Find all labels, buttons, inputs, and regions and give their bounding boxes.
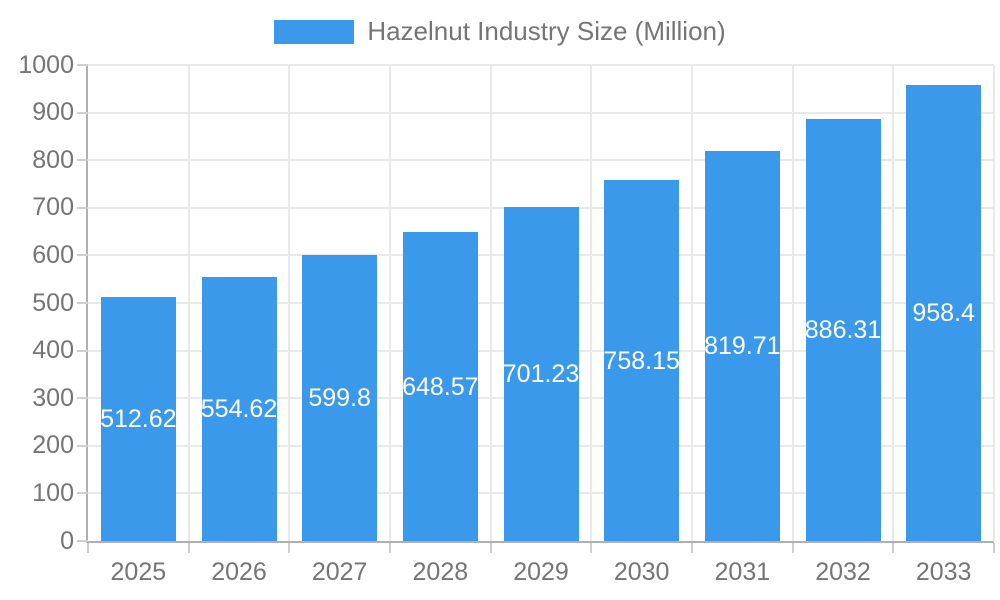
x-axis-label: 2030 <box>613 558 670 586</box>
x-tick-mark <box>590 543 593 553</box>
legend-label[interactable]: Hazelnut Industry Size (Million) <box>367 16 726 46</box>
x-tick-mark <box>691 543 693 553</box>
bar-2026[interactable] <box>201 277 277 541</box>
bar-2025[interactable] <box>100 296 176 541</box>
x-tick-mark <box>993 543 995 553</box>
x-axis-label: 2033 <box>915 558 972 586</box>
x-axis-label: 2031 <box>714 558 771 586</box>
y-axis-label: 200 <box>32 431 74 460</box>
y-axis-label: 300 <box>32 383 74 412</box>
y-axis-label: 500 <box>32 288 74 317</box>
y-gridline <box>88 64 994 66</box>
y-axis-label: 600 <box>32 240 74 269</box>
x-axis-line <box>86 541 994 543</box>
x-axis-label: 2028 <box>412 558 469 586</box>
y-axis-label: 700 <box>32 193 74 222</box>
x-gridline <box>892 65 895 541</box>
x-tick-mark <box>288 543 291 553</box>
bar-2031[interactable] <box>704 150 780 541</box>
y-tick-mark <box>77 254 88 257</box>
y-tick-mark <box>77 492 88 495</box>
x-gridline <box>489 65 492 541</box>
y-tick-mark <box>77 111 88 114</box>
y-axis-label: 800 <box>32 145 74 174</box>
x-tick-mark <box>489 543 492 553</box>
x-gridline <box>791 65 794 541</box>
y-axis-label: 1000 <box>18 50 74 79</box>
bar-2029[interactable] <box>503 207 579 541</box>
y-tick-mark <box>77 540 88 542</box>
y-axis-label: 900 <box>32 98 74 127</box>
bar-2032[interactable] <box>805 119 881 541</box>
bar-2030[interactable] <box>604 180 680 541</box>
x-axis-label: 2029 <box>513 558 569 586</box>
x-gridline <box>187 65 190 541</box>
x-tick-mark <box>389 543 391 553</box>
chart-legend: Hazelnut Industry Size (Million) <box>0 16 1000 47</box>
y-gridline <box>88 159 994 162</box>
plot-area: 512.62 554.62 599.8 648.57 701.23 758.15 819.7… <box>88 64 995 541</box>
x-tick-mark <box>791 543 794 553</box>
y-gridline <box>88 111 994 114</box>
bar-2028[interactable] <box>402 232 478 541</box>
x-tick-mark <box>187 543 190 553</box>
y-tick-mark <box>77 159 88 162</box>
y-tick-mark <box>77 397 88 400</box>
x-axis-label: 2026 <box>211 558 267 586</box>
x-tick-mark <box>892 543 895 553</box>
y-tick-mark <box>77 444 88 447</box>
y-tick-mark <box>77 64 88 66</box>
x-gridline <box>691 65 693 541</box>
y-tick-mark <box>77 302 88 304</box>
x-gridline <box>993 65 995 541</box>
y-tick-mark <box>77 206 88 209</box>
x-tick-mark <box>87 543 89 553</box>
y-axis-label: 400 <box>32 336 74 365</box>
x-gridline <box>389 65 391 541</box>
y-axis-label: 0 <box>60 526 74 555</box>
bar-2033[interactable] <box>906 84 982 541</box>
x-gridline <box>590 65 593 541</box>
x-axis-label: 2027 <box>311 558 368 586</box>
legend-swatch[interactable] <box>274 19 355 44</box>
y-axis-label: 100 <box>32 478 74 507</box>
y-tick-mark <box>77 349 88 352</box>
x-gridline <box>288 65 291 541</box>
bar-2027[interactable] <box>302 255 378 541</box>
x-axis-label: 2032 <box>815 558 871 586</box>
x-axis-label: 2025 <box>110 558 167 586</box>
